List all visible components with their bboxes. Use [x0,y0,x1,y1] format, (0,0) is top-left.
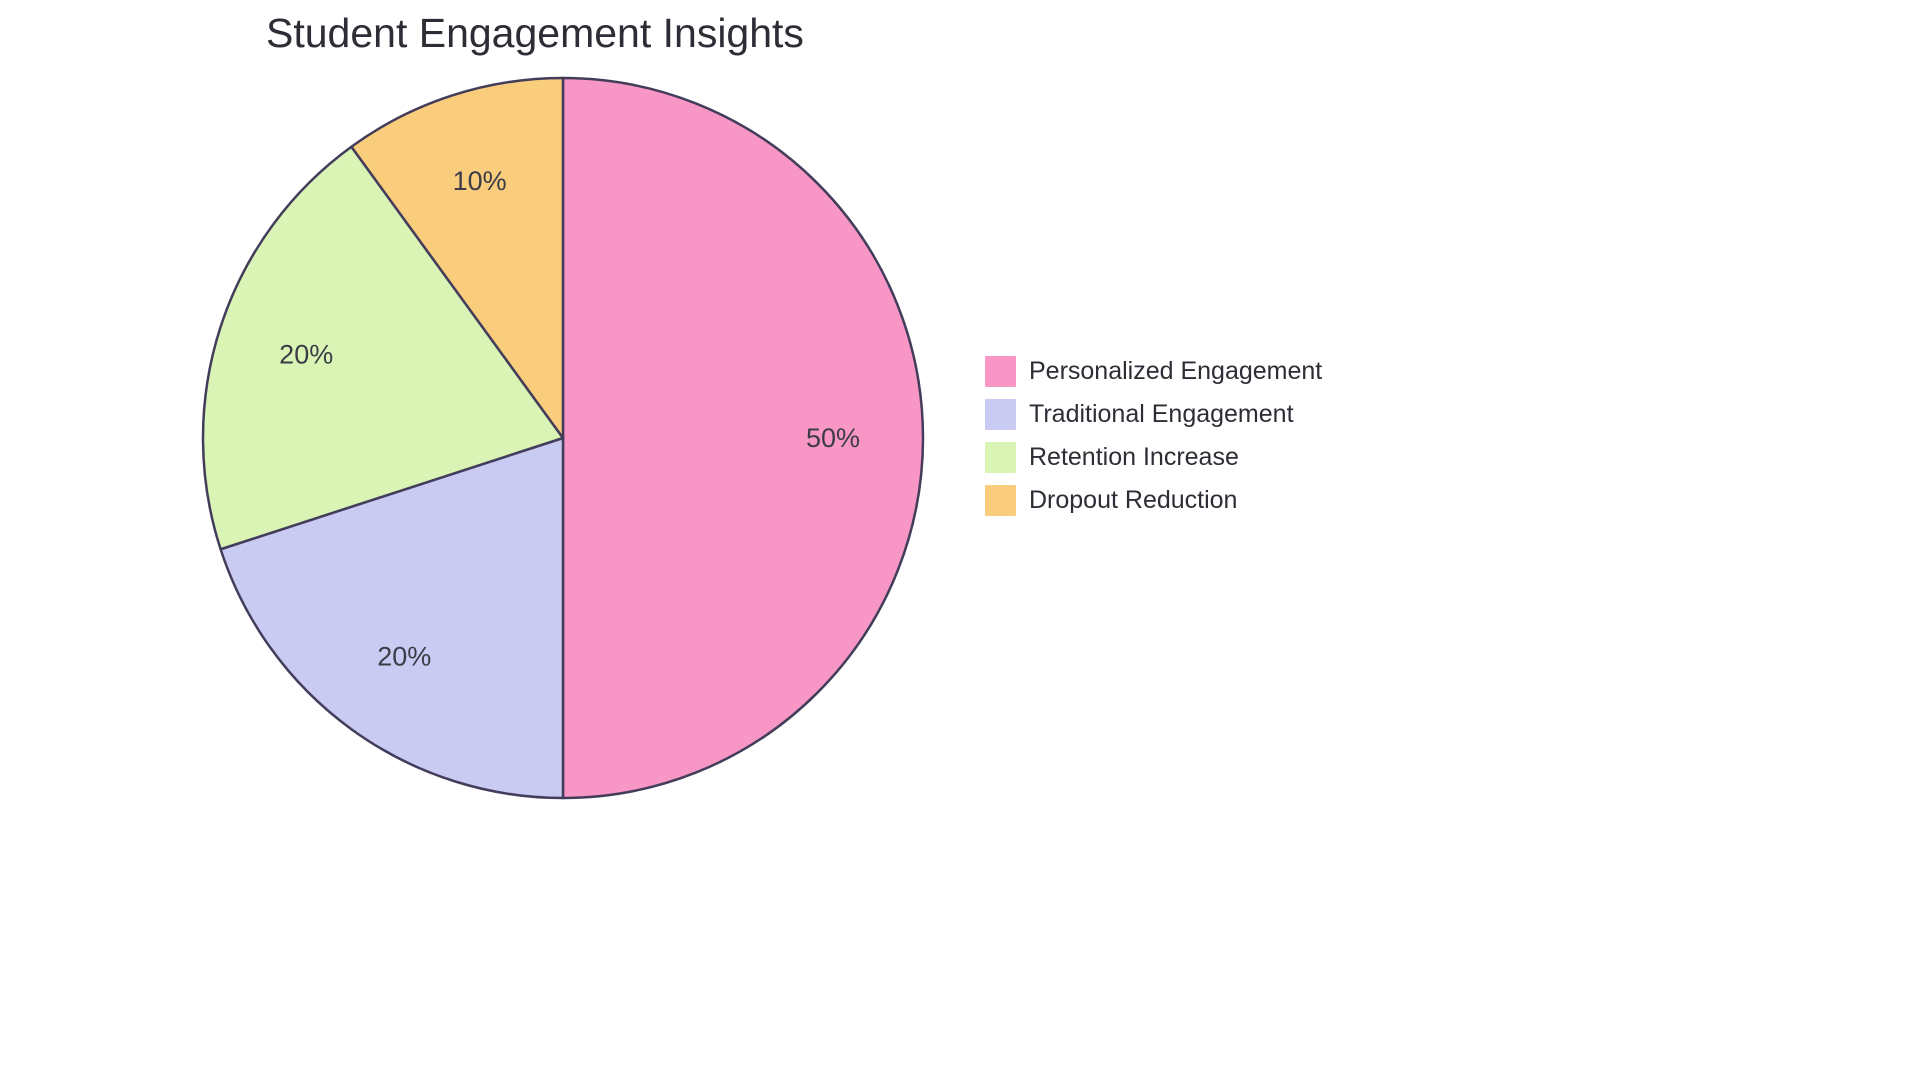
legend-label: Dropout Reduction [1029,486,1238,514]
legend-item: Retention Increase [985,436,1322,479]
legend-swatch [985,356,1016,387]
pie-slice [201,145,565,551]
legend-item: Personalized Engagement [985,350,1322,393]
chart-title: Student Engagement Insights [266,10,804,56]
legend-label: Personalized Engagement [1029,357,1323,385]
legend-label: Retention Increase [1029,443,1239,471]
slice-percentage-label: 20% [377,641,431,671]
legend-swatch [985,485,1016,516]
legend-swatch [985,442,1016,473]
legend-item: Traditional Engagement [985,393,1322,436]
pie-slice [561,76,925,800]
legend-swatch [985,399,1016,430]
legend-item: Dropout Reduction [985,479,1322,522]
legend: Personalized Engagement Traditional Engag… [985,350,1322,522]
legend-label: Traditional Engagement [1029,400,1294,428]
slice-percentage-label: 50% [806,423,860,453]
pie-chart: 50% 20% 20% 10% [201,76,925,800]
slice-percentage-label: 10% [453,166,507,196]
slice-percentage-label: 20% [279,340,333,370]
pie-slice [219,436,565,800]
pie-slice [350,76,565,440]
